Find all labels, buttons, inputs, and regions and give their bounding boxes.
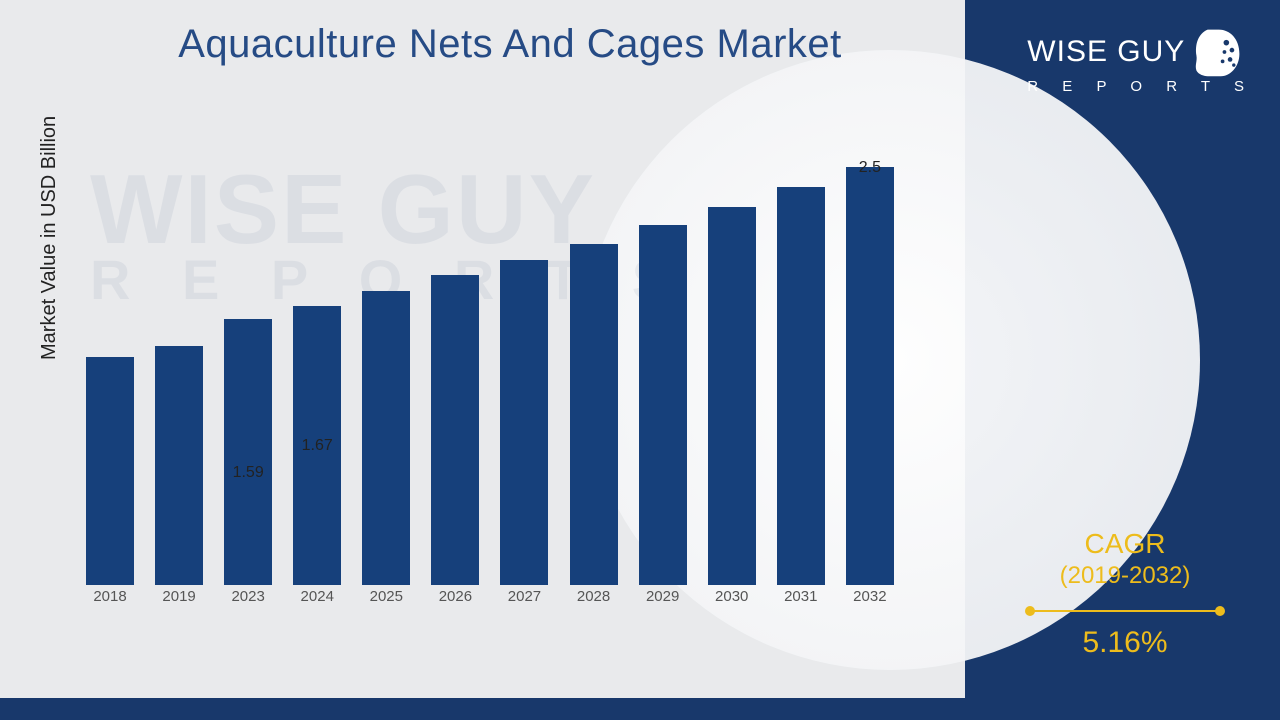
bar [570,244,618,585]
x-tick-label: 2023 [222,588,274,610]
x-tick-label: 2032 [844,588,896,610]
bar-wrap [84,357,136,585]
bar-wrap [568,244,620,585]
head-icon [1189,24,1245,80]
cagr-value: 5.16% [1000,626,1250,660]
bars-container: 1.59 1.67 2.5 [80,150,900,585]
x-tick-label: 2027 [498,588,550,610]
bar [86,357,134,585]
bar [155,346,203,585]
bar [639,225,687,585]
bar-value-label: 2.5 [859,159,881,177]
logo-text-1: WISE GUY [1027,35,1185,69]
bar-wrap [153,346,205,585]
bar-wrap [429,275,481,585]
bar-wrap: 1.59 [222,319,274,585]
x-tick-label: 2024 [291,588,343,610]
logo-text-2: R E P O R T S [1027,78,1254,95]
bottom-edge [0,698,965,720]
x-tick-label: 2031 [775,588,827,610]
bar [431,275,479,585]
bar [708,207,756,585]
logo-row1: WISE GUY [1027,24,1258,80]
cagr-period: (2019-2032) [1000,562,1250,590]
bar [500,260,548,585]
bar [224,319,272,585]
x-tick-label: 2026 [429,588,481,610]
cagr-block: CAGR (2019-2032) 5.16% [1000,528,1250,660]
brand-logo: WISE GUY R E P O R T S [1027,24,1258,95]
x-tick-label: 2018 [84,588,136,610]
bar-wrap [360,291,412,585]
x-tick-label: 2025 [360,588,412,610]
x-tick-label: 2029 [637,588,689,610]
chart-area: 1.59 1.67 2.5 [80,150,900,585]
cagr-title: CAGR [1000,528,1250,560]
bar-wrap: 1.67 [291,306,343,585]
cagr-divider [1030,610,1220,612]
bar-wrap [498,260,550,585]
chart-title: Aquaculture Nets And Cages Market [60,22,960,67]
bar-wrap: 2.5 [844,167,896,585]
x-axis-ticks: 2018 2019 2023 2024 2025 2026 2027 2028 2029 2030… [80,588,900,610]
bar [362,291,410,585]
y-axis-label: Market Value in USD Billion [38,116,61,360]
x-tick-label: 2019 [153,588,205,610]
bar-value-label: 1.67 [302,437,333,455]
bar-wrap [775,187,827,585]
bar-wrap [706,207,758,585]
x-tick-label: 2030 [706,588,758,610]
bar [846,167,894,585]
bar-wrap [637,225,689,585]
bar [777,187,825,585]
x-tick-label: 2028 [568,588,620,610]
bar-value-label: 1.59 [233,464,264,482]
